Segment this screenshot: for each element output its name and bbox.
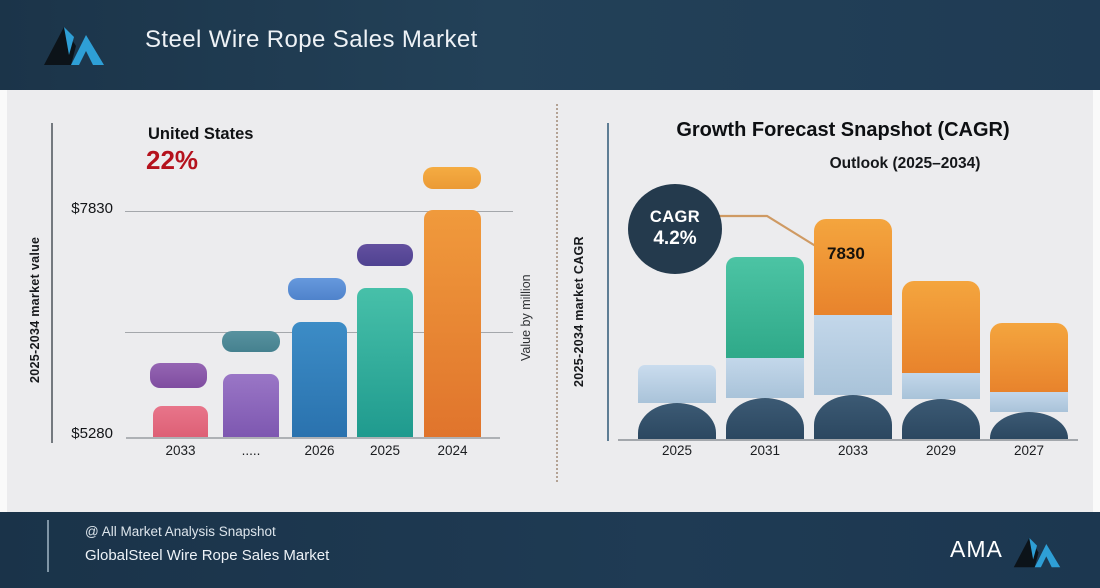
segment-2031-2	[726, 398, 804, 440]
right-chart-x-axis-line	[618, 439, 1078, 441]
segment-2031-0	[726, 257, 804, 358]
left-chart-y-axis-label: 2025-2034 market value	[28, 236, 42, 384]
right-chart-title: Growth Forecast Snapshot (CAGR)	[676, 119, 1010, 141]
footer-attribution: @ All Market Analysis Snapshot	[85, 524, 276, 539]
bar-2025	[357, 288, 413, 438]
right-x-tick-2027: 2027	[1013, 443, 1045, 458]
right-chart-y-axis-label: 2025-2034 market CAGR	[572, 236, 586, 388]
right-chart-value-label: 7830	[827, 244, 865, 263]
left-x-tick-2026: 2026	[304, 443, 335, 458]
left-chart-region-label: United States	[148, 125, 254, 143]
panel-divider	[556, 104, 558, 482]
segment-2031-1	[726, 358, 804, 398]
right-chart-subtitle: Outlook (2025–2034)	[829, 155, 981, 172]
segment-2033-0	[814, 219, 892, 315]
right-x-tick-2031: 2031	[749, 443, 781, 458]
segment-2033-1	[814, 315, 892, 395]
segment-2033-2	[814, 395, 892, 440]
right-chart-y-axis-line	[607, 123, 609, 441]
cagr-connector-line	[719, 214, 823, 251]
bar-.....	[223, 374, 279, 438]
right-x-tick-2033: 2033	[837, 443, 869, 458]
footer-bar	[0, 512, 1100, 588]
cagr-badge-value: 4.2%	[653, 228, 697, 250]
segment-2029-2	[902, 399, 980, 440]
cagr-badge-label: CAGR	[649, 207, 701, 226]
ama-logo-icon	[44, 27, 104, 65]
bar-2033	[153, 406, 208, 438]
bar-cap-.....	[222, 331, 280, 352]
left-edge-strip	[0, 90, 7, 512]
left-chart-right-axis-label: Value by million	[519, 274, 533, 362]
bar-cap-2025	[357, 244, 413, 266]
bar-cap-2026	[288, 278, 346, 300]
right-edge-strip	[1093, 90, 1100, 512]
left-chart-y-axis-line	[51, 123, 53, 443]
left-chart-x-axis-line	[126, 437, 500, 439]
bar-cap-2033	[150, 363, 207, 388]
segment-2027-0	[990, 323, 1068, 392]
cagr-badge: CAGR 4.2%	[628, 184, 722, 274]
left-chart-gridline-upper	[125, 211, 513, 212]
bar-cap-2024	[423, 167, 481, 189]
footer-divider-line	[47, 520, 49, 572]
left-x-tick-2025: 2025	[369, 443, 401, 458]
left-chart-highlight-value: 22%	[146, 145, 199, 175]
left-x-tick-.....: .....	[241, 443, 261, 458]
segment-2029-1	[902, 373, 980, 399]
left-chart-tick-7830: $7830	[71, 200, 113, 217]
left-x-tick-2033: 2033	[165, 443, 196, 458]
bar-2026	[292, 322, 347, 438]
right-x-tick-2029: 2029	[925, 443, 957, 458]
footer-ama-logo-icon	[1013, 537, 1061, 568]
footer-report-name: GlobalSteel Wire Rope Sales Market	[85, 547, 330, 564]
segment-2027-1	[990, 392, 1068, 412]
header-bar	[0, 0, 1100, 90]
left-x-tick-2024: 2024	[437, 443, 468, 458]
page-title: Steel Wire Rope Sales Market	[145, 26, 478, 53]
bar-2024	[424, 210, 481, 438]
segment-2025-0	[638, 365, 716, 403]
segment-2029-0	[902, 281, 980, 373]
left-chart-tick-5280: $5280	[71, 425, 113, 442]
footer-brand-text: AMA	[950, 536, 1003, 562]
right-x-tick-2025: 2025	[661, 443, 693, 458]
